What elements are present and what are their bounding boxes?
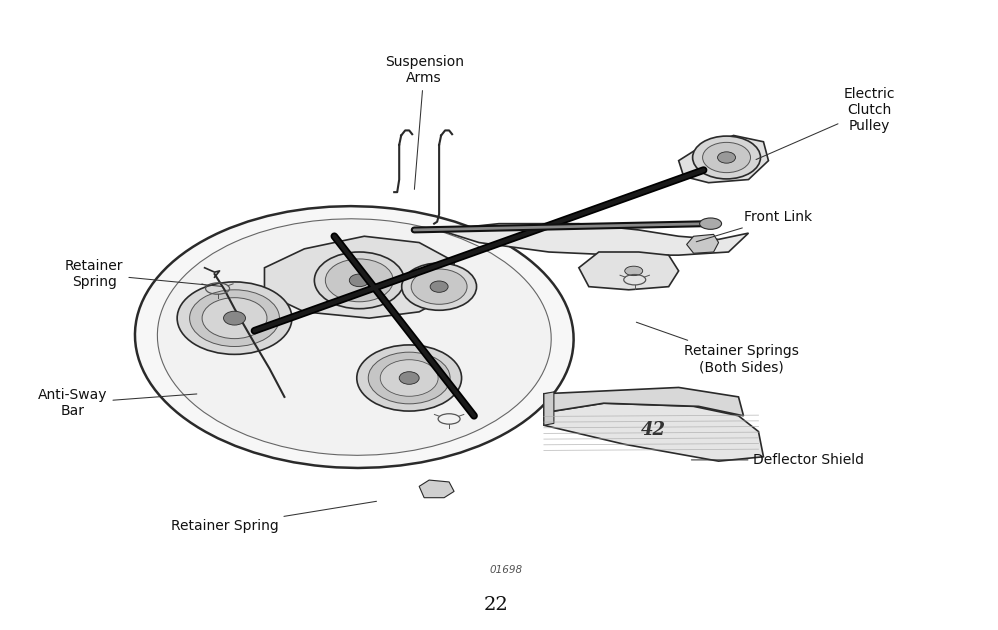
Text: 01698: 01698 [489,565,523,575]
Text: Deflector Shield: Deflector Shield [692,453,864,467]
Polygon shape [439,224,748,255]
Ellipse shape [177,282,291,354]
Ellipse shape [158,219,551,455]
Text: Retainer Springs
(Both Sides): Retainer Springs (Both Sides) [637,322,798,374]
Text: Anti-Sway
Bar: Anti-Sway Bar [38,388,197,418]
Ellipse shape [314,252,404,309]
Polygon shape [264,236,454,318]
Text: Suspension
Arms: Suspension Arms [384,55,464,190]
Ellipse shape [356,345,461,411]
Ellipse shape [325,259,393,302]
Ellipse shape [380,360,438,396]
Polygon shape [679,135,768,183]
Ellipse shape [368,352,450,404]
Polygon shape [419,480,454,498]
Text: Electric
Clutch
Pulley: Electric Clutch Pulley [756,87,895,159]
Ellipse shape [703,142,750,173]
Ellipse shape [399,372,419,384]
Ellipse shape [349,274,369,287]
Polygon shape [579,252,679,290]
Polygon shape [687,234,719,253]
Ellipse shape [693,136,760,179]
Ellipse shape [202,297,266,339]
Ellipse shape [135,206,574,468]
Ellipse shape [190,290,279,346]
Ellipse shape [411,269,467,304]
Polygon shape [544,403,763,461]
Text: Retainer Spring: Retainer Spring [171,501,376,533]
Ellipse shape [401,263,477,310]
Text: 42: 42 [641,421,667,438]
Text: Retainer
Spring: Retainer Spring [65,259,222,289]
Text: 22: 22 [484,596,508,614]
Ellipse shape [430,281,448,292]
Ellipse shape [700,218,722,229]
Ellipse shape [718,152,736,163]
Ellipse shape [224,311,246,325]
Ellipse shape [625,266,643,276]
Text: Front Link: Front Link [697,210,811,242]
Polygon shape [544,387,744,416]
Polygon shape [544,392,554,425]
